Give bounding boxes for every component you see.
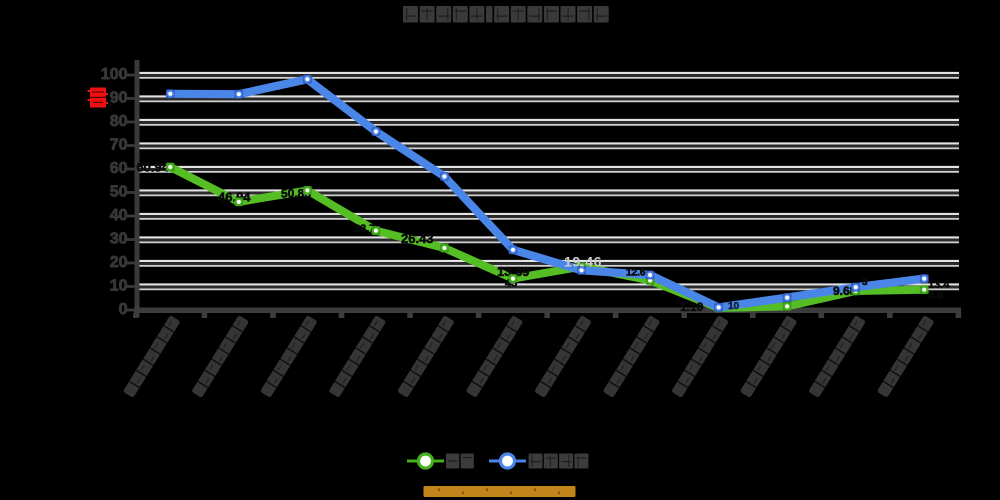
svg-text:40: 40 xyxy=(110,207,128,224)
svg-text:0: 0 xyxy=(119,301,128,318)
svg-text:13.4: 13.4 xyxy=(928,279,950,291)
svg-text:100: 100 xyxy=(101,66,128,83)
svg-text:10: 10 xyxy=(110,278,128,295)
svg-text:50: 50 xyxy=(110,184,128,201)
svg-text:9.68: 9.68 xyxy=(833,284,857,298)
svg-text:90: 90 xyxy=(110,90,128,107)
svg-text:3: 3 xyxy=(862,277,868,288)
svg-text:19.46: 19.46 xyxy=(564,254,602,270)
svg-text:8.6: 8.6 xyxy=(928,289,943,301)
svg-text:60: 60 xyxy=(110,160,128,177)
svg-text:1.10: 1.10 xyxy=(680,300,704,314)
svg-text:70: 70 xyxy=(110,137,128,154)
svg-text:30: 30 xyxy=(110,231,128,248)
svg-text:80: 80 xyxy=(110,113,128,130)
svg-text:26.43: 26.43 xyxy=(401,231,434,246)
svg-text:12.6: 12.6 xyxy=(626,268,646,279)
svg-text:33.7: 33.7 xyxy=(354,223,375,235)
svg-text:60.94: 60.94 xyxy=(136,160,169,175)
svg-text:10: 10 xyxy=(728,301,740,312)
svg-text:13.39: 13.39 xyxy=(497,264,530,279)
svg-text:20: 20 xyxy=(110,254,128,271)
